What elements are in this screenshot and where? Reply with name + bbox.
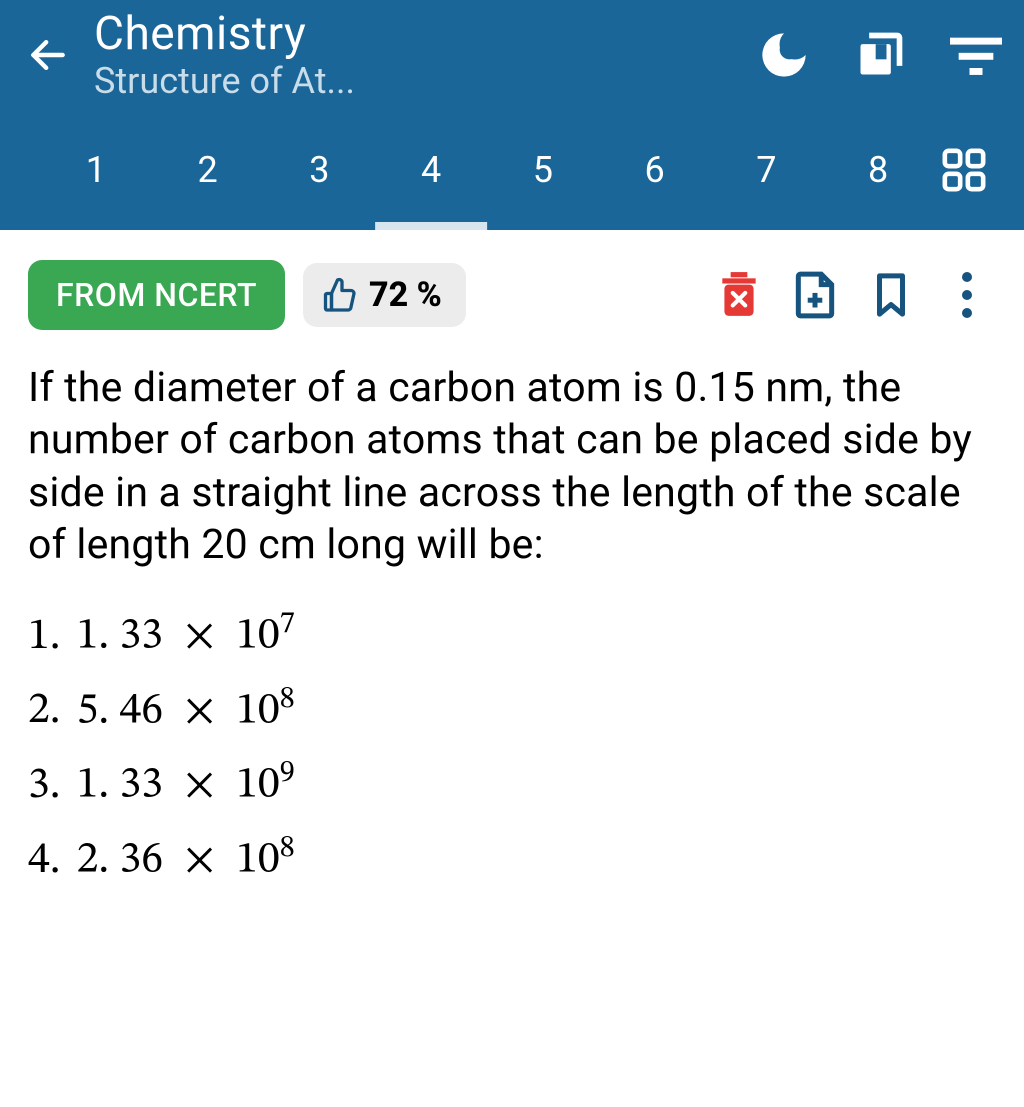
bookmark-icon: [868, 270, 914, 320]
app-header: Chemistry Structure of At...: [0, 0, 1024, 230]
option-number: 1.: [28, 610, 61, 665]
qnav-item-6[interactable]: 6: [599, 110, 711, 230]
option-expression: 1. 33 × 107: [77, 606, 295, 665]
qnav-item-5[interactable]: 5: [487, 110, 599, 230]
more-options-button[interactable]: [938, 266, 996, 324]
option-3[interactable]: 3. 1. 33 × 109: [28, 751, 996, 818]
back-button[interactable]: [20, 27, 76, 83]
option-expression: 2. 36 × 108: [77, 830, 295, 889]
question-text: If the diameter of a carbon atom is 0.15…: [28, 362, 996, 572]
title-block: Chemistry Structure of At...: [94, 8, 738, 102]
qnav-item-2[interactable]: 2: [152, 110, 264, 230]
like-button[interactable]: 72 %: [303, 263, 466, 327]
option-number: 4.: [28, 834, 61, 889]
source-badge: FROM NCERT: [28, 260, 285, 330]
like-percent: 72 %: [369, 275, 442, 315]
options-list: 1. 1. 33 × 107 2. 5. 46 × 108 3. 1. 33 ×…: [28, 602, 996, 893]
qnav-item-4[interactable]: 4: [375, 110, 487, 230]
option-number: 2.: [28, 684, 61, 739]
file-plus-icon: [790, 270, 840, 320]
header-actions: [756, 27, 1004, 83]
bookmark-collection-icon[interactable]: [852, 27, 908, 83]
question-meta-row: FROM NCERT 72 %: [28, 260, 996, 330]
option-number: 3.: [28, 759, 61, 814]
question-content: FROM NCERT 72 %: [0, 230, 1024, 923]
qnav-item-7[interactable]: 7: [711, 110, 823, 230]
filter-icon[interactable]: [948, 27, 1004, 83]
add-note-button[interactable]: [786, 266, 844, 324]
option-expression: 5. 46 × 108: [77, 681, 295, 740]
theme-toggle-icon[interactable]: [756, 27, 812, 83]
kebab-icon: [962, 272, 972, 318]
delete-button[interactable]: [710, 266, 768, 324]
qnav-item-3[interactable]: 3: [264, 110, 376, 230]
trash-icon: [714, 270, 764, 320]
grid-view-icon[interactable]: [934, 110, 994, 230]
question-number-nav: 1 2 3 4 5 6 7 8: [20, 110, 1004, 230]
bookmark-button[interactable]: [862, 266, 920, 324]
option-1[interactable]: 1. 1. 33 × 107: [28, 602, 996, 669]
page-title: Chemistry: [94, 8, 738, 61]
qnav-item-1[interactable]: 1: [40, 110, 152, 230]
header-top-row: Chemistry Structure of At...: [20, 0, 1004, 110]
qnav-item-8[interactable]: 8: [822, 110, 934, 230]
page-subtitle: Structure of At...: [94, 61, 738, 102]
option-2[interactable]: 2. 5. 46 × 108: [28, 677, 996, 744]
option-4[interactable]: 4. 2. 36 × 108: [28, 826, 996, 893]
thumbs-up-icon: [321, 277, 357, 313]
option-expression: 1. 33 × 109: [77, 755, 295, 814]
